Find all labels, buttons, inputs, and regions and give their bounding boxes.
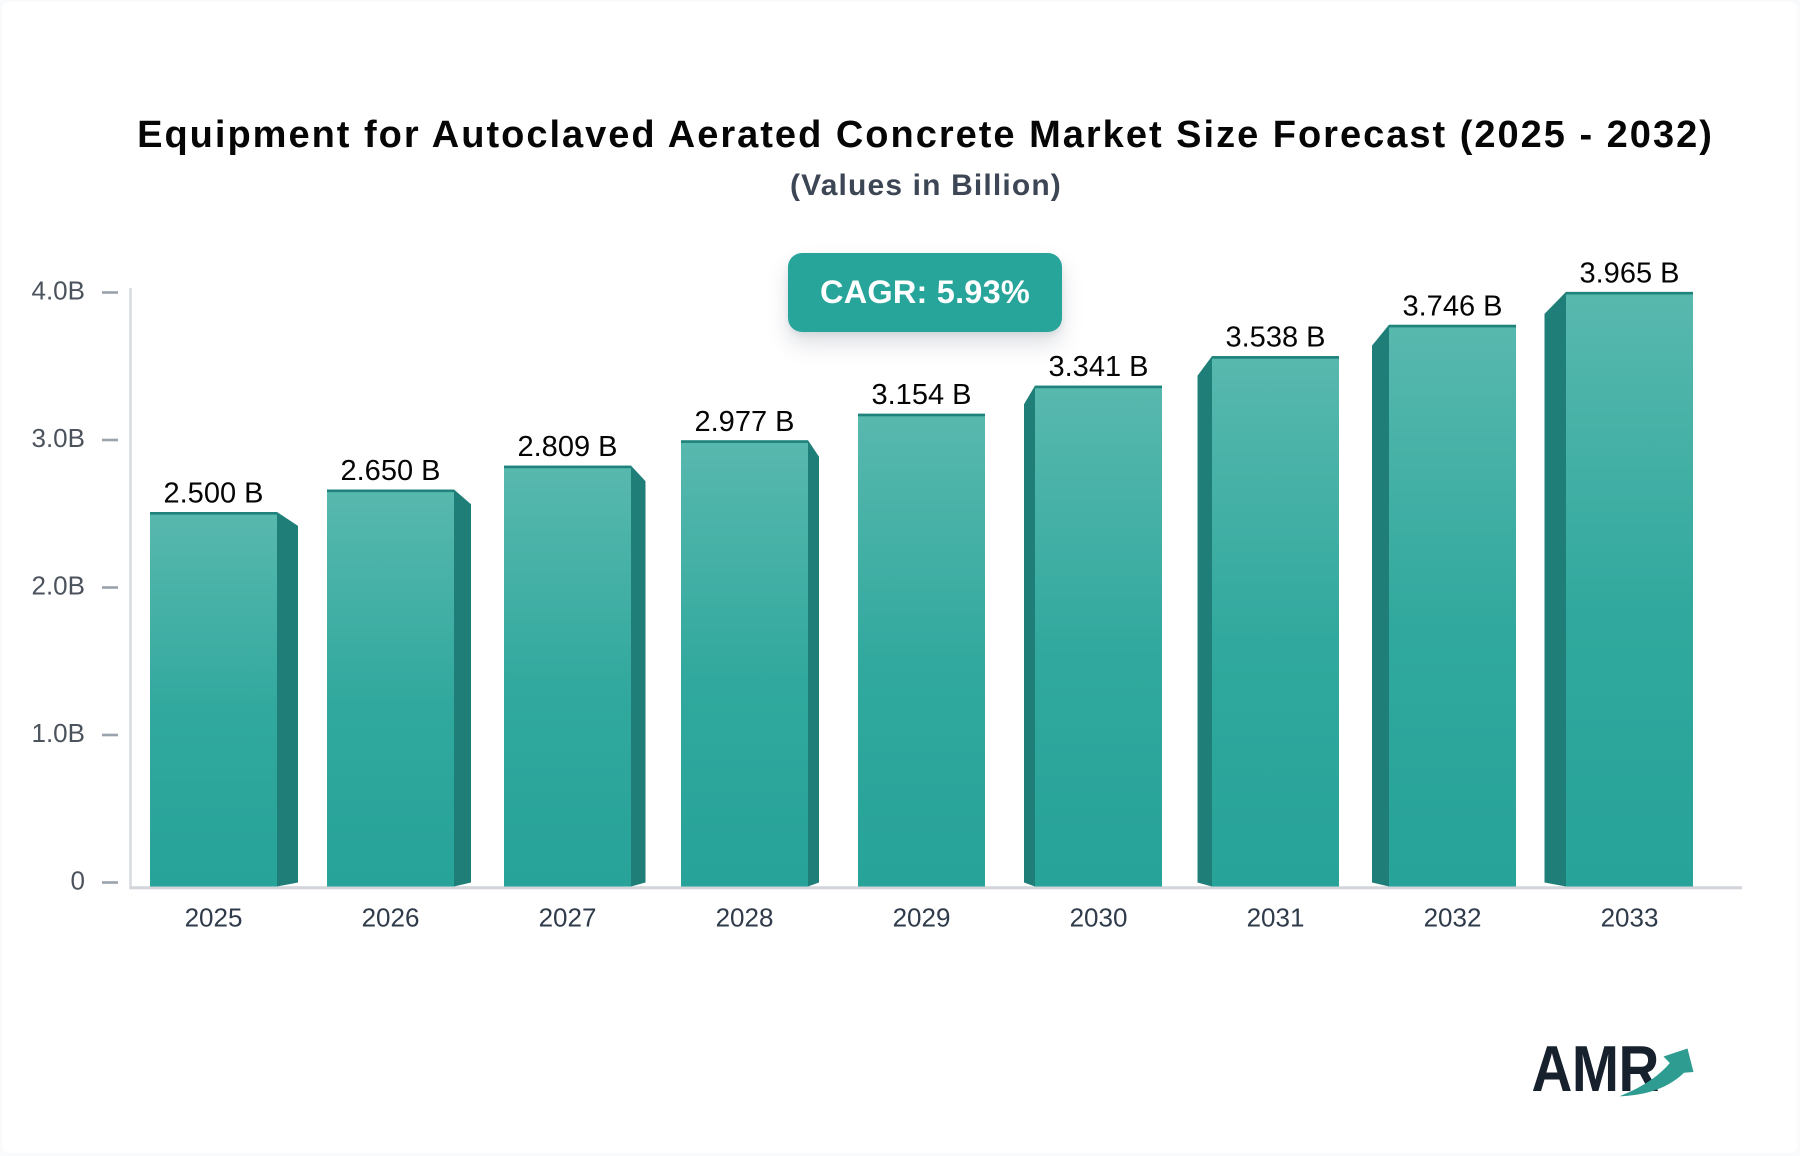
svg-text:2031: 2031 xyxy=(1247,903,1305,933)
svg-text:1.0B: 1.0B xyxy=(32,718,86,748)
svg-text:2.977 B: 2.977 B xyxy=(695,406,795,438)
svg-text:0: 0 xyxy=(71,866,85,896)
svg-text:2032: 2032 xyxy=(1424,903,1482,933)
svg-text:2.650 B: 2.650 B xyxy=(341,455,441,487)
svg-text:2027: 2027 xyxy=(539,903,597,933)
svg-text:3.154 B: 3.154 B xyxy=(872,379,972,411)
svg-text:3.746 B: 3.746 B xyxy=(1403,290,1503,322)
svg-text:2033: 2033 xyxy=(1601,903,1659,933)
svg-text:2.809 B: 2.809 B xyxy=(518,431,618,463)
svg-text:2025: 2025 xyxy=(185,903,243,933)
svg-text:Equipment for Autoclaved Aerat: Equipment for Autoclaved Aerated Concret… xyxy=(137,114,1714,156)
svg-text:2030: 2030 xyxy=(1070,903,1128,933)
svg-text:2029: 2029 xyxy=(893,903,951,933)
svg-text:(Values in Billion): (Values in Billion) xyxy=(790,169,1062,202)
svg-text:3.0B: 3.0B xyxy=(32,423,86,453)
svg-text:3.538 B: 3.538 B xyxy=(1226,322,1326,354)
svg-text:2.500 B: 2.500 B xyxy=(164,478,264,510)
svg-text:2028: 2028 xyxy=(716,903,774,933)
svg-text:4.0B: 4.0B xyxy=(32,276,86,306)
svg-text:2026: 2026 xyxy=(362,903,420,933)
svg-text:3.965 B: 3.965 B xyxy=(1580,257,1680,289)
svg-text:2.0B: 2.0B xyxy=(32,571,86,601)
svg-text:3.341 B: 3.341 B xyxy=(1049,351,1149,383)
